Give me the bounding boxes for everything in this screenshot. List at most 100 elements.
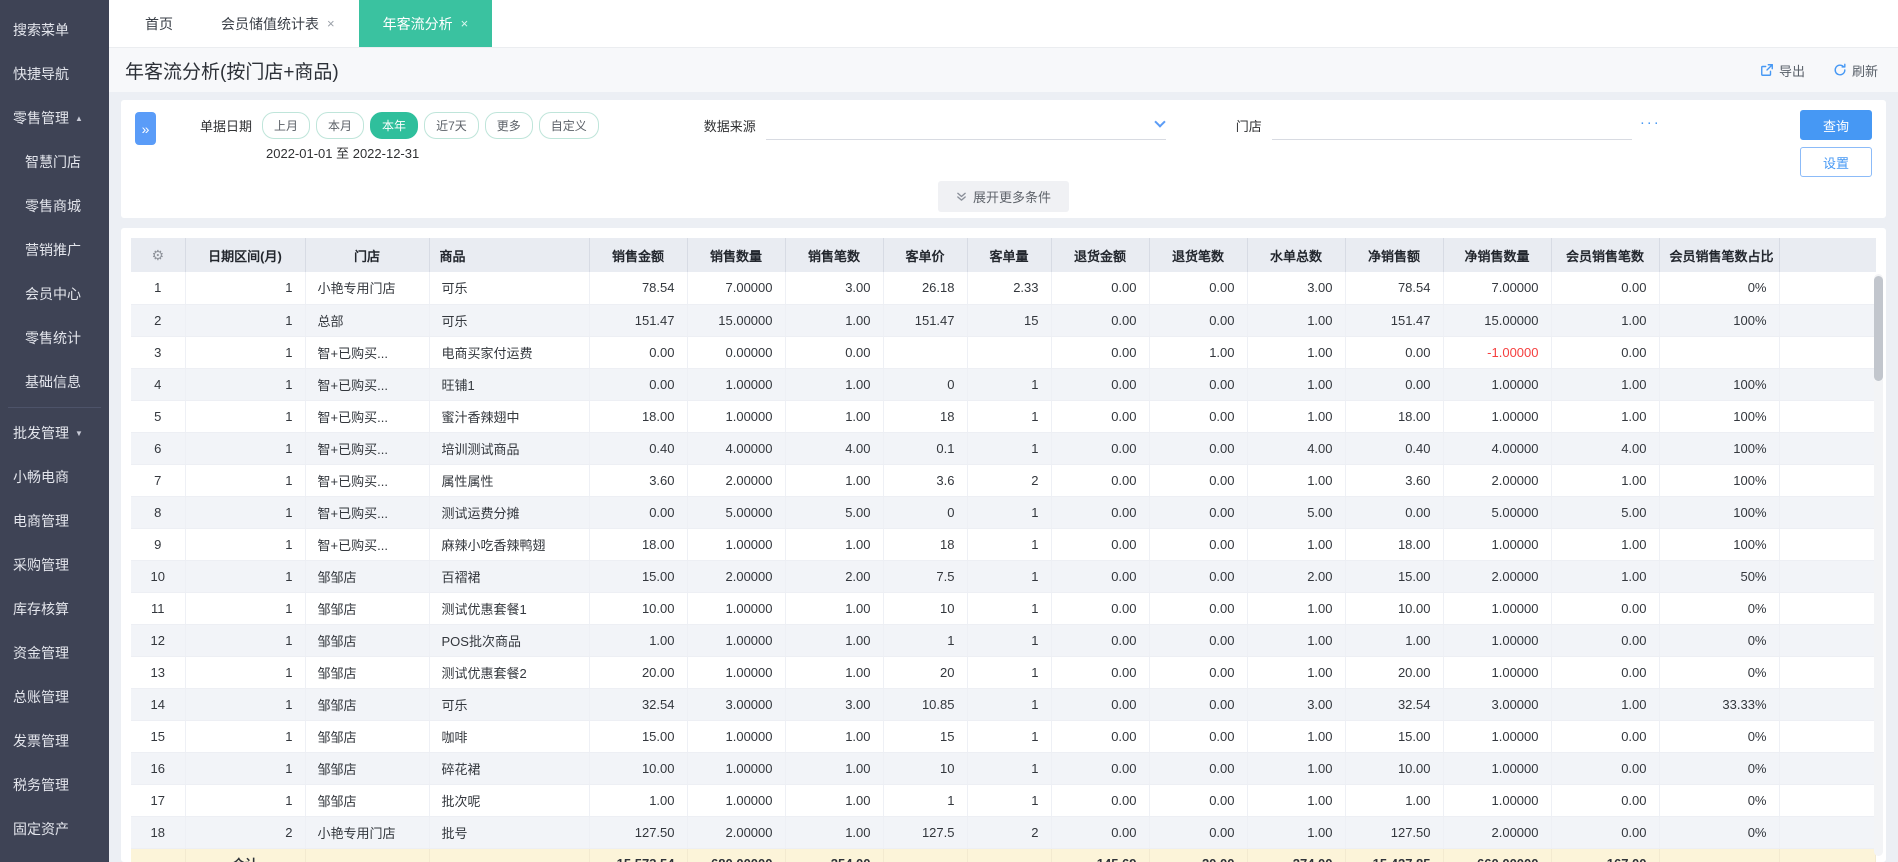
collapse-sidebar-filters-button[interactable]: » xyxy=(135,112,156,145)
table-row[interactable]: 6 1 智+已购买... 培训测试商品 0.40 4.00000 4.00 0.1 1 0.00 0… xyxy=(131,432,1876,465)
table-cell: 0.00 xyxy=(1149,432,1248,465)
table-row[interactable]: 1 1 小艳专用门店 可乐 78.54 7.00000 3.00 26.18 2.33 0.00 0… xyxy=(131,272,1876,305)
totals-cell xyxy=(883,848,968,862)
table-cell: 15.00 xyxy=(589,560,688,593)
sidebar-item[interactable]: 会员中心 xyxy=(0,272,109,316)
sidebar-item-label: 营销推广 xyxy=(25,242,81,258)
vertical-scrollbar[interactable] xyxy=(1874,274,1883,856)
table-row[interactable]: 7 1 智+已购买... 属性属性 3.60 2.00000 1.00 3.6 2 0.00 0.0… xyxy=(131,464,1876,497)
table-row[interactable]: 3 1 智+已购买... 电商买家付运费 0.00 0.00000 0.00 0.00 1.00… xyxy=(131,336,1876,369)
tab[interactable]: 年客流分析 × xyxy=(358,0,493,47)
sidebar-item[interactable]: 工资 xyxy=(0,851,109,862)
sidebar-item[interactable]: 采购管理 xyxy=(0,543,109,587)
date-option-pills: 上月 本月 本年 近7天 更多 自定义 xyxy=(262,110,599,139)
tab[interactable]: 首页 xyxy=(121,0,197,47)
export-button[interactable]: 导出 xyxy=(1760,61,1805,80)
table-cell: 1.00000 xyxy=(1443,528,1552,561)
sidebar-item[interactable]: 电商管理 xyxy=(0,499,109,543)
table-cell: 2.00000 xyxy=(1443,816,1552,849)
table-row[interactable]: 4 1 智+已购买... 旺铺1 0.00 1.00000 1.00 0 1 0.00 0.00 1.… xyxy=(131,368,1876,401)
date-option-pill[interactable]: 近7天 xyxy=(424,112,479,139)
table-row[interactable]: 11 1 邹邹店 测试优惠套餐1 10.00 1.00000 1.00 10 1 0.00 0.00… xyxy=(131,592,1876,625)
scrollbar-thumb[interactable] xyxy=(1874,276,1883,381)
table-cell: 50% xyxy=(1659,560,1780,593)
column-header[interactable] xyxy=(1779,238,1876,272)
table-cell: 1 xyxy=(185,272,306,305)
column-header[interactable]: 日期区间(月) xyxy=(185,238,306,272)
sidebar-item[interactable]: 小畅电商 xyxy=(0,455,109,499)
column-header[interactable]: 门店 xyxy=(305,238,430,272)
table-row[interactable]: 10 1 邹邹店 百褶裙 15.00 2.00000 2.00 7.5 1 0.00 0.00 2.0… xyxy=(131,560,1876,593)
date-option-pill[interactable]: 自定义 xyxy=(538,112,599,139)
table-cell: 邹邹店 xyxy=(305,656,430,689)
sidebar-item[interactable]: 总账管理 xyxy=(0,675,109,719)
column-header[interactable]: 销售金额 xyxy=(589,238,688,272)
table-cell: 1.00 xyxy=(1247,592,1346,625)
column-header[interactable]: 净销售额 xyxy=(1345,238,1444,272)
column-header[interactable]: 销售笔数 xyxy=(785,238,884,272)
table-row[interactable]: 15 1 邹邹店 咖啡 15.00 1.00000 1.00 15 1 0.00 0.00 1.00 1… xyxy=(131,720,1876,753)
column-header[interactable]: 退货金额 xyxy=(1051,238,1150,272)
table-cell: 15.00 xyxy=(1345,720,1444,753)
table-row[interactable]: 17 1 邹邹店 批次呢 1.00 1.00000 1.00 1 1 0.00 0.00 1.00 1.… xyxy=(131,784,1876,817)
table-row[interactable]: 13 1 邹邹店 测试优惠套餐2 20.00 1.00000 1.00 20 1 0.00 0.00… xyxy=(131,656,1876,689)
sidebar-item[interactable]: 智慧门店 xyxy=(0,140,109,184)
table-cell: 7.00000 xyxy=(1443,272,1552,305)
column-header[interactable]: 水单总数 xyxy=(1247,238,1346,272)
sidebar-item[interactable]: 税务管理 xyxy=(0,763,109,807)
sidebar-item[interactable]: 资金管理 xyxy=(0,631,109,675)
column-header[interactable]: 商品 xyxy=(429,238,590,272)
expand-more-conditions-button[interactable]: 展开更多条件 xyxy=(937,181,1069,212)
column-settings-header[interactable]: ⚙ xyxy=(131,238,186,272)
column-header[interactable]: 净销售数量 xyxy=(1443,238,1552,272)
store-input[interactable] xyxy=(1271,110,1632,140)
sidebar-item[interactable]: 快捷导航 xyxy=(0,52,109,96)
gear-icon[interactable]: ⚙ xyxy=(151,246,165,263)
settings-button[interactable]: 设置 xyxy=(1800,147,1872,177)
table-cell: 15 xyxy=(967,304,1052,337)
store-more-button[interactable]: ··· xyxy=(1639,114,1661,131)
sidebar-item[interactable]: 基础信息 xyxy=(0,360,109,404)
date-range-value[interactable]: 2022-01-01 至 2022-12-31 xyxy=(266,146,420,161)
table-cell: 0% xyxy=(1659,656,1780,689)
column-header[interactable]: 退货笔数 xyxy=(1149,238,1248,272)
sidebar-item[interactable]: 发票管理 xyxy=(0,719,109,763)
table-row[interactable]: 9 1 智+已购买... 麻辣小吃香辣鸭翅 18.00 1.00000 1.00 18 1 0.0… xyxy=(131,528,1876,561)
table-row[interactable]: 12 1 邹邹店 POS批次商品 1.00 1.00000 1.00 1 1 0.00 0.00 1.… xyxy=(131,624,1876,657)
table-row[interactable]: 18 2 小艳专用门店 批号 127.50 2.00000 1.00 127.5 2 0.00 0.… xyxy=(131,816,1876,849)
tab[interactable]: 会员储值统计表 × xyxy=(197,0,359,47)
column-header[interactable]: 客单量 xyxy=(967,238,1052,272)
close-icon[interactable]: × xyxy=(460,16,469,31)
column-header[interactable]: 客单价 xyxy=(883,238,968,272)
table-cell: 0.00 xyxy=(1051,720,1150,753)
table-cell: 1 xyxy=(967,560,1052,593)
sidebar-item[interactable]: 零售商城 xyxy=(0,184,109,228)
table-row[interactable]: 16 1 邹邹店 碎花裙 10.00 1.00000 1.00 10 1 0.00 0.00 1.00… xyxy=(131,752,1876,785)
sidebar-item[interactable]: 搜索菜单 xyxy=(0,8,109,52)
table-cell: 1 xyxy=(185,720,306,753)
table-row[interactable]: 5 1 智+已购买... 蜜汁香辣翅中 18.00 1.00000 1.00 18 1 0.00 0… xyxy=(131,400,1876,433)
refresh-button[interactable]: 刷新 xyxy=(1833,61,1878,80)
close-icon[interactable]: × xyxy=(327,16,335,31)
table-row[interactable]: 14 1 邹邹店 可乐 32.54 3.00000 3.00 10.85 1 0.00 0.00 3.… xyxy=(131,688,1876,721)
table-cell: 1 xyxy=(185,496,306,529)
table-row[interactable]: 2 1 总部 可乐 151.47 15.00000 1.00 151.47 15 0.00 0.00… xyxy=(131,304,1876,337)
sidebar-item[interactable]: 批发管理 ▼ xyxy=(0,411,109,455)
data-source-select[interactable] xyxy=(765,110,1166,140)
date-option-pill[interactable]: 本月 xyxy=(316,112,365,139)
date-option-pill[interactable]: 本年 xyxy=(370,112,419,139)
sidebar-item[interactable]: 营销推广 xyxy=(0,228,109,272)
column-header[interactable]: 会员销售笔数 xyxy=(1551,238,1660,272)
table-cell: 可乐 xyxy=(429,304,590,337)
sidebar-item[interactable]: 零售管理 ▲ xyxy=(0,96,109,140)
sidebar-item[interactable]: 零售统计 xyxy=(0,316,109,360)
column-header[interactable]: 销售数量 xyxy=(687,238,786,272)
sidebar-item[interactable]: 库存核算 xyxy=(0,587,109,631)
column-header[interactable]: 会员销售笔数占比 xyxy=(1659,238,1780,272)
date-option-pill[interactable]: 上月 xyxy=(262,112,311,139)
table-row[interactable]: 8 1 智+已购买... 测试运费分摊 0.00 5.00000 5.00 0 1 0.00 0.0… xyxy=(131,496,1876,529)
sidebar-item[interactable]: 固定资产 xyxy=(0,807,109,851)
table-cell: 4 xyxy=(131,368,186,401)
date-option-pill[interactable]: 更多 xyxy=(484,112,533,139)
query-button[interactable]: 查询 xyxy=(1800,110,1872,140)
